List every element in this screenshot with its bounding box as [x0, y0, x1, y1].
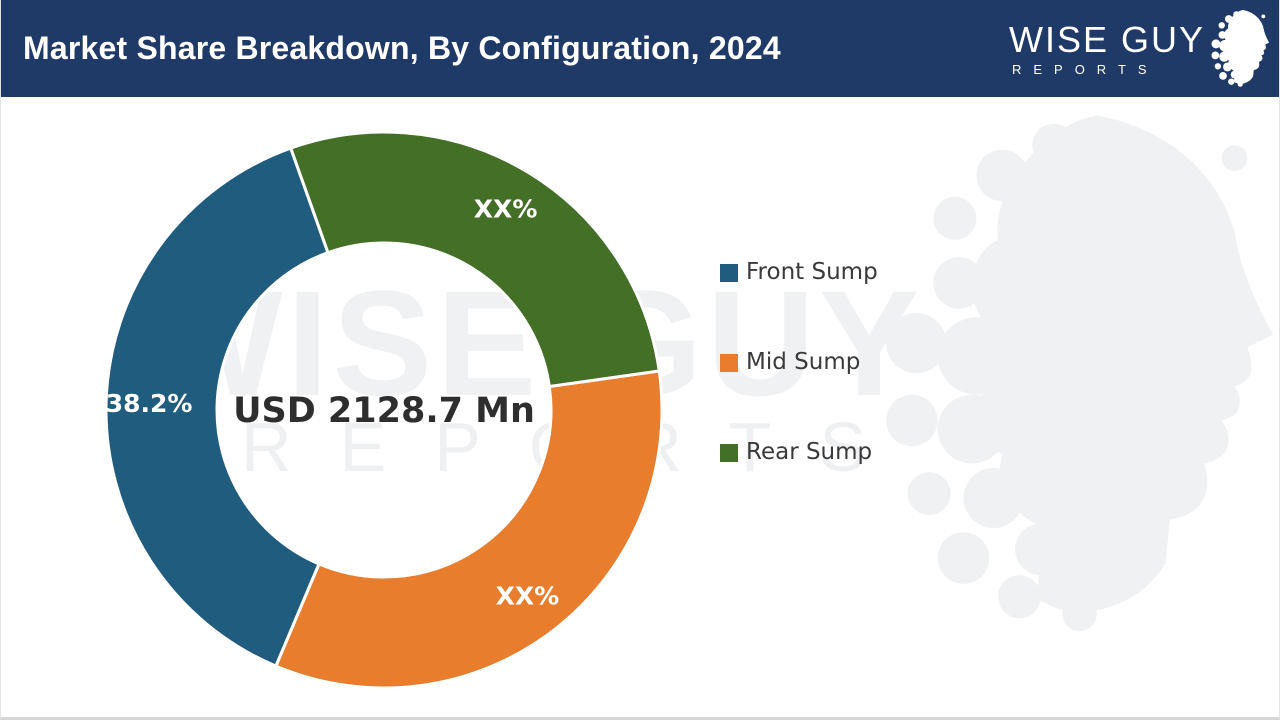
slice-rear-sump	[289, 130, 661, 389]
slice-label: 38.2%	[106, 389, 193, 418]
legend-swatch-mid-sump	[720, 353, 738, 372]
wiseguy-logo: WISE GUY REPORTS	[1009, 0, 1271, 97]
legend-item-mid-sump: Mid Sump	[720, 351, 860, 374]
donut-center-value: USD 2128.7 Mn	[233, 391, 535, 431]
legend-label: Rear Sump	[746, 439, 873, 465]
logo-subtitle: REPORTS	[1011, 61, 1159, 77]
legend-swatch-front-sump	[720, 263, 738, 282]
slice-label: XX%	[474, 194, 538, 223]
slice-front-sump	[104, 146, 330, 668]
slice-mid-sump	[274, 369, 664, 690]
page-title: Market Share Breakdown, By Configuration…	[23, 30, 781, 66]
header: Market Share Breakdown, By Configuration…	[1, 0, 1279, 97]
legend-label: Mid Sump	[746, 349, 861, 375]
slice-label: XX%	[496, 582, 560, 611]
legend-item-front-sump: Front Sump	[720, 261, 878, 284]
logo-title: WISE GUY	[1008, 18, 1205, 60]
legend-label: Front Sump	[746, 259, 878, 285]
legend-swatch-rear-sump	[720, 443, 738, 462]
legend-item-rear-sump: Rear Sump	[720, 441, 872, 464]
logo-text: WISE GUY REPORTS	[1008, 18, 1205, 77]
